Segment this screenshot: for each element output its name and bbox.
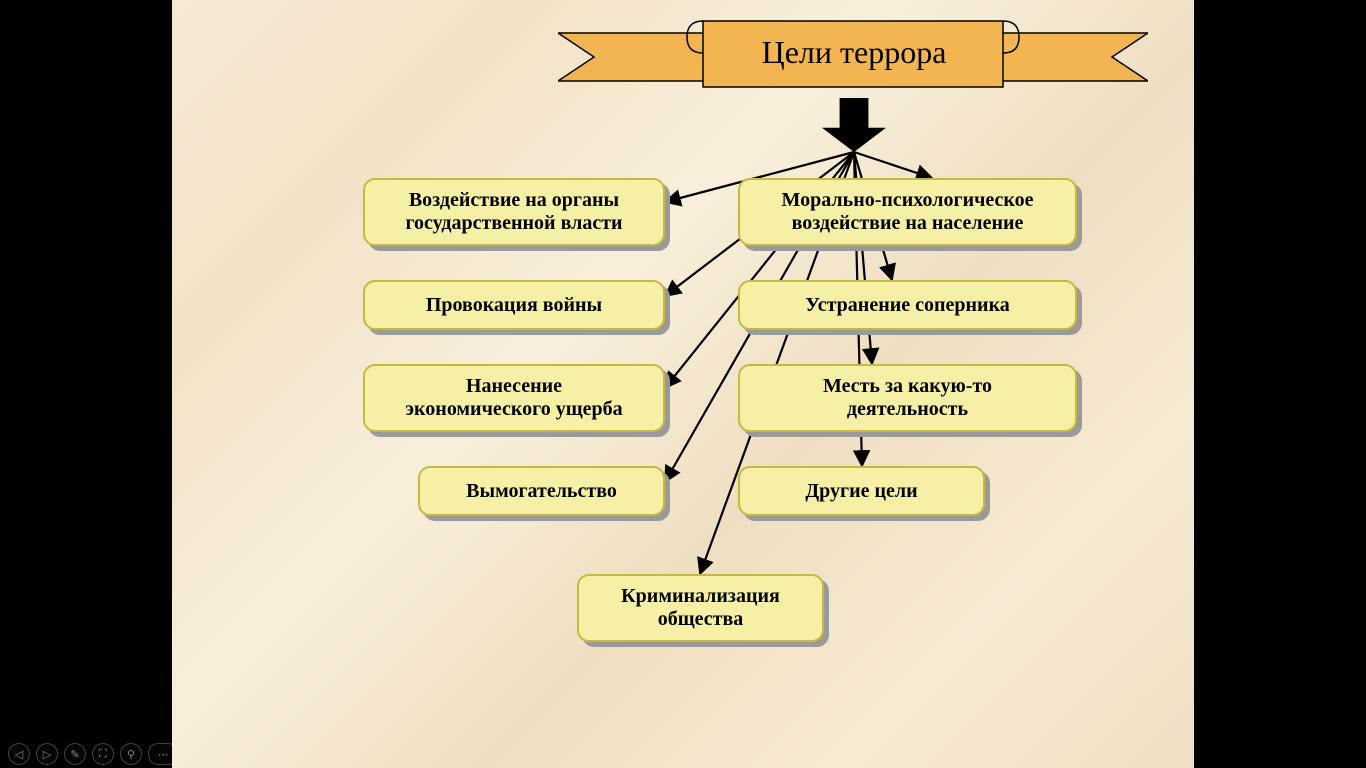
diagram-node-label: Воздействие на органы государственной вл… — [405, 189, 622, 235]
diagram-node: Месть за какую-то деятельность — [738, 364, 1077, 432]
nodes-layer: Воздействие на органы государственной вл… — [0, 0, 1366, 768]
diagram-node-label: Провокация войны — [426, 294, 602, 317]
prev-icon: ◁ — [15, 748, 23, 761]
diagram-node-label: Другие цели — [805, 480, 917, 503]
screen-icon: ⛶ — [99, 748, 107, 761]
diagram-node-label: Нанесение экономического ущерба — [405, 375, 622, 421]
more-icon: ⋯ — [158, 748, 169, 761]
diagram-node: Морально-психологическое воздействие на … — [738, 178, 1077, 246]
diagram-node: Воздействие на органы государственной вл… — [363, 178, 665, 246]
screen-button[interactable]: ⛶ — [92, 743, 114, 765]
next-icon: ▷ — [43, 748, 51, 761]
diagram-node: Устранение соперника — [738, 280, 1077, 330]
pen-icon: ✎ — [70, 748, 79, 761]
diagram-node: Нанесение экономического ущерба — [363, 364, 665, 432]
diagram-node: Криминализация общества — [577, 574, 824, 642]
diagram-node-label: Месть за какую-то деятельность — [823, 375, 992, 421]
diagram-node-label: Устранение соперника — [805, 294, 1010, 317]
presentation-toolbar: ◁ ▷ ✎ ⛶ ⚲ ⋯ — [0, 740, 178, 768]
pen-button[interactable]: ✎ — [64, 743, 86, 765]
diagram-node: Другие цели — [738, 466, 985, 516]
diagram-node: Провокация войны — [363, 280, 665, 330]
diagram-node: Вымогательство — [418, 466, 665, 516]
prev-button[interactable]: ◁ — [8, 743, 30, 765]
diagram-node-label: Криминализация общества — [621, 585, 780, 631]
diagram-node-label: Морально-психологическое воздействие на … — [781, 189, 1033, 235]
stage: Цели террора Воздействие на органы госуд… — [0, 0, 1366, 768]
zoom-icon: ⚲ — [127, 748, 135, 761]
more-button[interactable]: ⋯ — [148, 743, 178, 765]
next-button[interactable]: ▷ — [36, 743, 58, 765]
diagram-node-label: Вымогательство — [466, 480, 617, 503]
zoom-button[interactable]: ⚲ — [120, 743, 142, 765]
